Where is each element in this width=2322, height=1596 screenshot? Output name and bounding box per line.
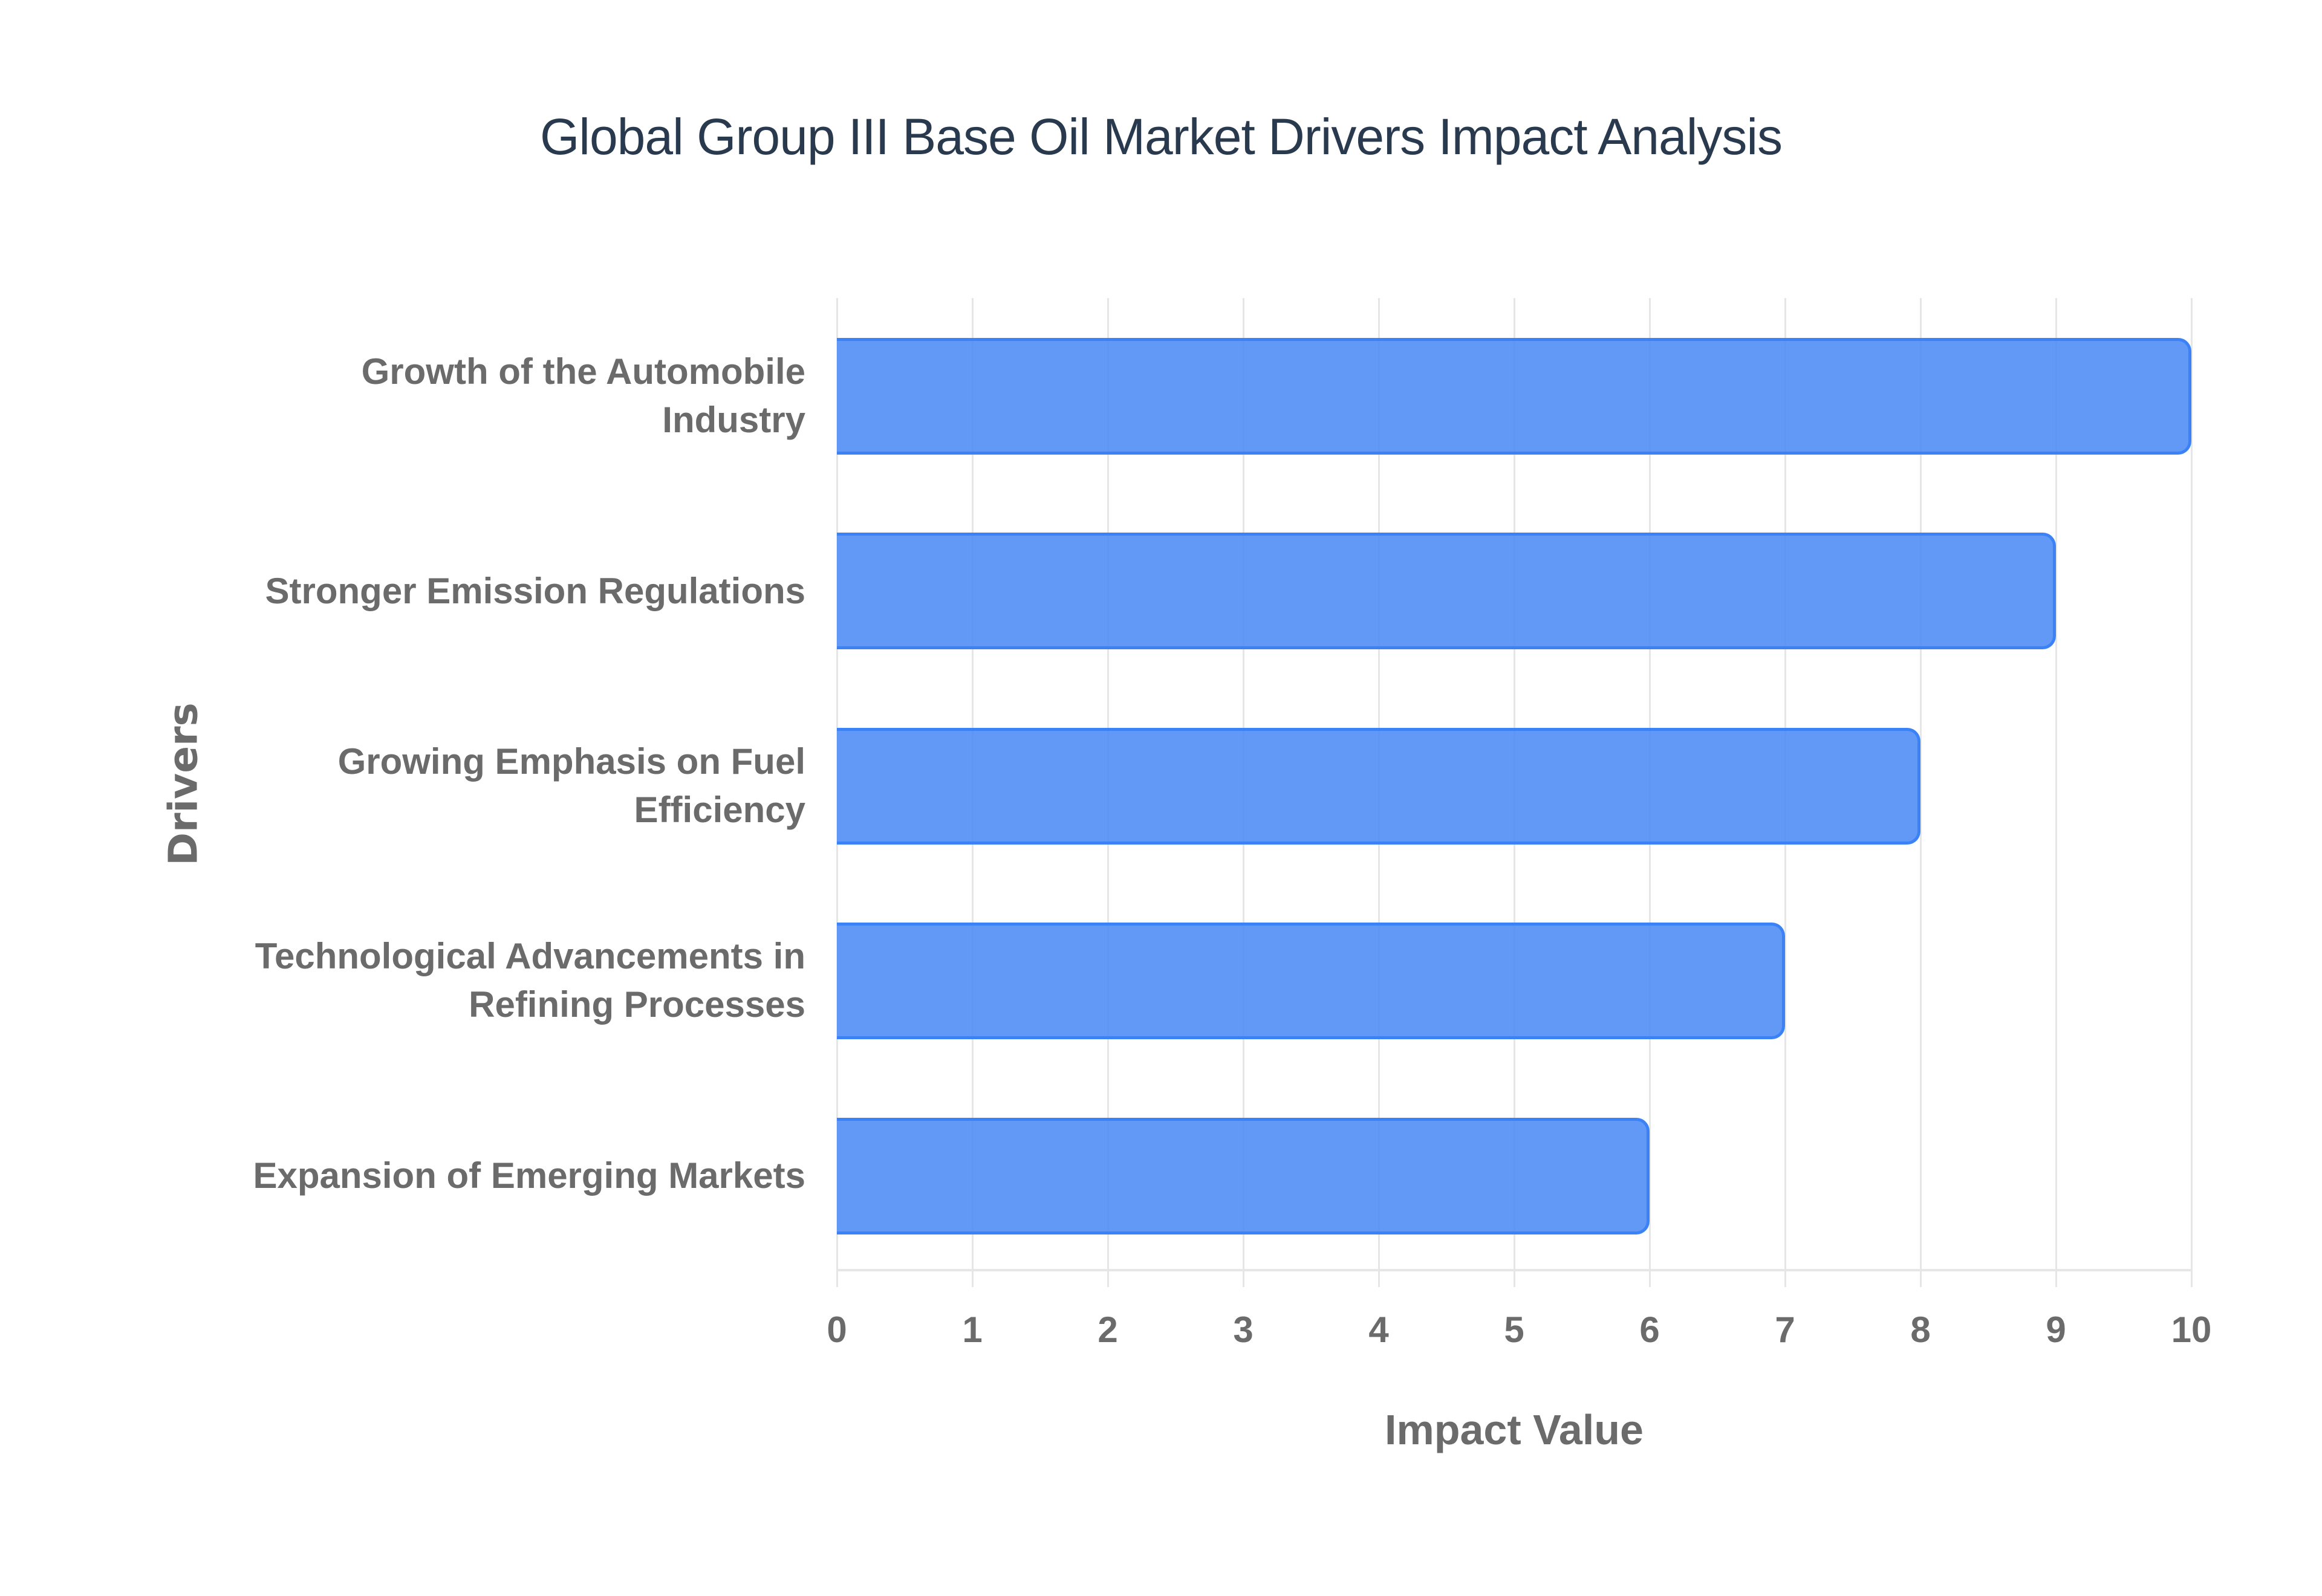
x-tick-label: 7	[1775, 1309, 1795, 1350]
y-tick-line: Efficiency	[634, 790, 805, 830]
x-tick-label: 2	[1098, 1309, 1118, 1350]
bar-emerging-markets[interactable]	[837, 1118, 1650, 1234]
plot-area	[836, 298, 2193, 1287]
x-tick-label: 3	[1233, 1309, 1254, 1350]
y-tick-label: Growing Emphasis on Fuel Efficiency	[201, 738, 805, 834]
chart-title: Global Group III Base Oil Market Drivers…	[539, 108, 1783, 165]
y-axis-title: Drivers	[160, 702, 207, 866]
x-tick-label: 4	[1368, 1309, 1389, 1350]
x-tick-label: 5	[1504, 1309, 1524, 1350]
x-tick-label: 8	[1910, 1309, 1931, 1350]
y-tick-line: Stronger Emission Regulations	[265, 571, 805, 611]
bar-emission-regulations[interactable]	[837, 533, 2056, 649]
y-tick-label: Technological Advancements in Refining P…	[201, 932, 805, 1029]
y-tick-line: Growing Emphasis on Fuel	[337, 741, 805, 782]
y-tick-line: Growth of the Automobile	[361, 351, 805, 392]
y-tick-line: Expansion of Emerging Markets	[253, 1155, 805, 1196]
x-tick-label: 0	[827, 1309, 847, 1350]
x-tick-label: 9	[2046, 1309, 2066, 1350]
bar-fuel-efficiency[interactable]	[837, 728, 1920, 845]
x-tick-label: 6	[1639, 1309, 1660, 1350]
y-tick-label: Growth of the Automobile Industry	[201, 348, 805, 444]
x-axis-title: Impact Value	[1385, 1406, 1644, 1453]
y-tick-label: Expansion of Emerging Markets	[201, 1152, 805, 1200]
bar-refining-advancements[interactable]	[837, 923, 1785, 1039]
gridline-8	[1920, 298, 1922, 1287]
x-axis-line	[837, 1269, 2191, 1271]
x-tick-label: 10	[2171, 1309, 2212, 1350]
gridline-10	[2191, 298, 2193, 1287]
y-tick-line: Industry	[662, 400, 805, 440]
y-tick-line: Refining Processes	[469, 984, 805, 1025]
gridline-9	[2055, 298, 2057, 1287]
bar-growth-automobile[interactable]	[837, 338, 2191, 455]
y-tick-line: Technological Advancements in	[255, 936, 805, 976]
x-tick-label: 1	[962, 1309, 983, 1350]
y-tick-label: Stronger Emission Regulations	[201, 567, 805, 615]
